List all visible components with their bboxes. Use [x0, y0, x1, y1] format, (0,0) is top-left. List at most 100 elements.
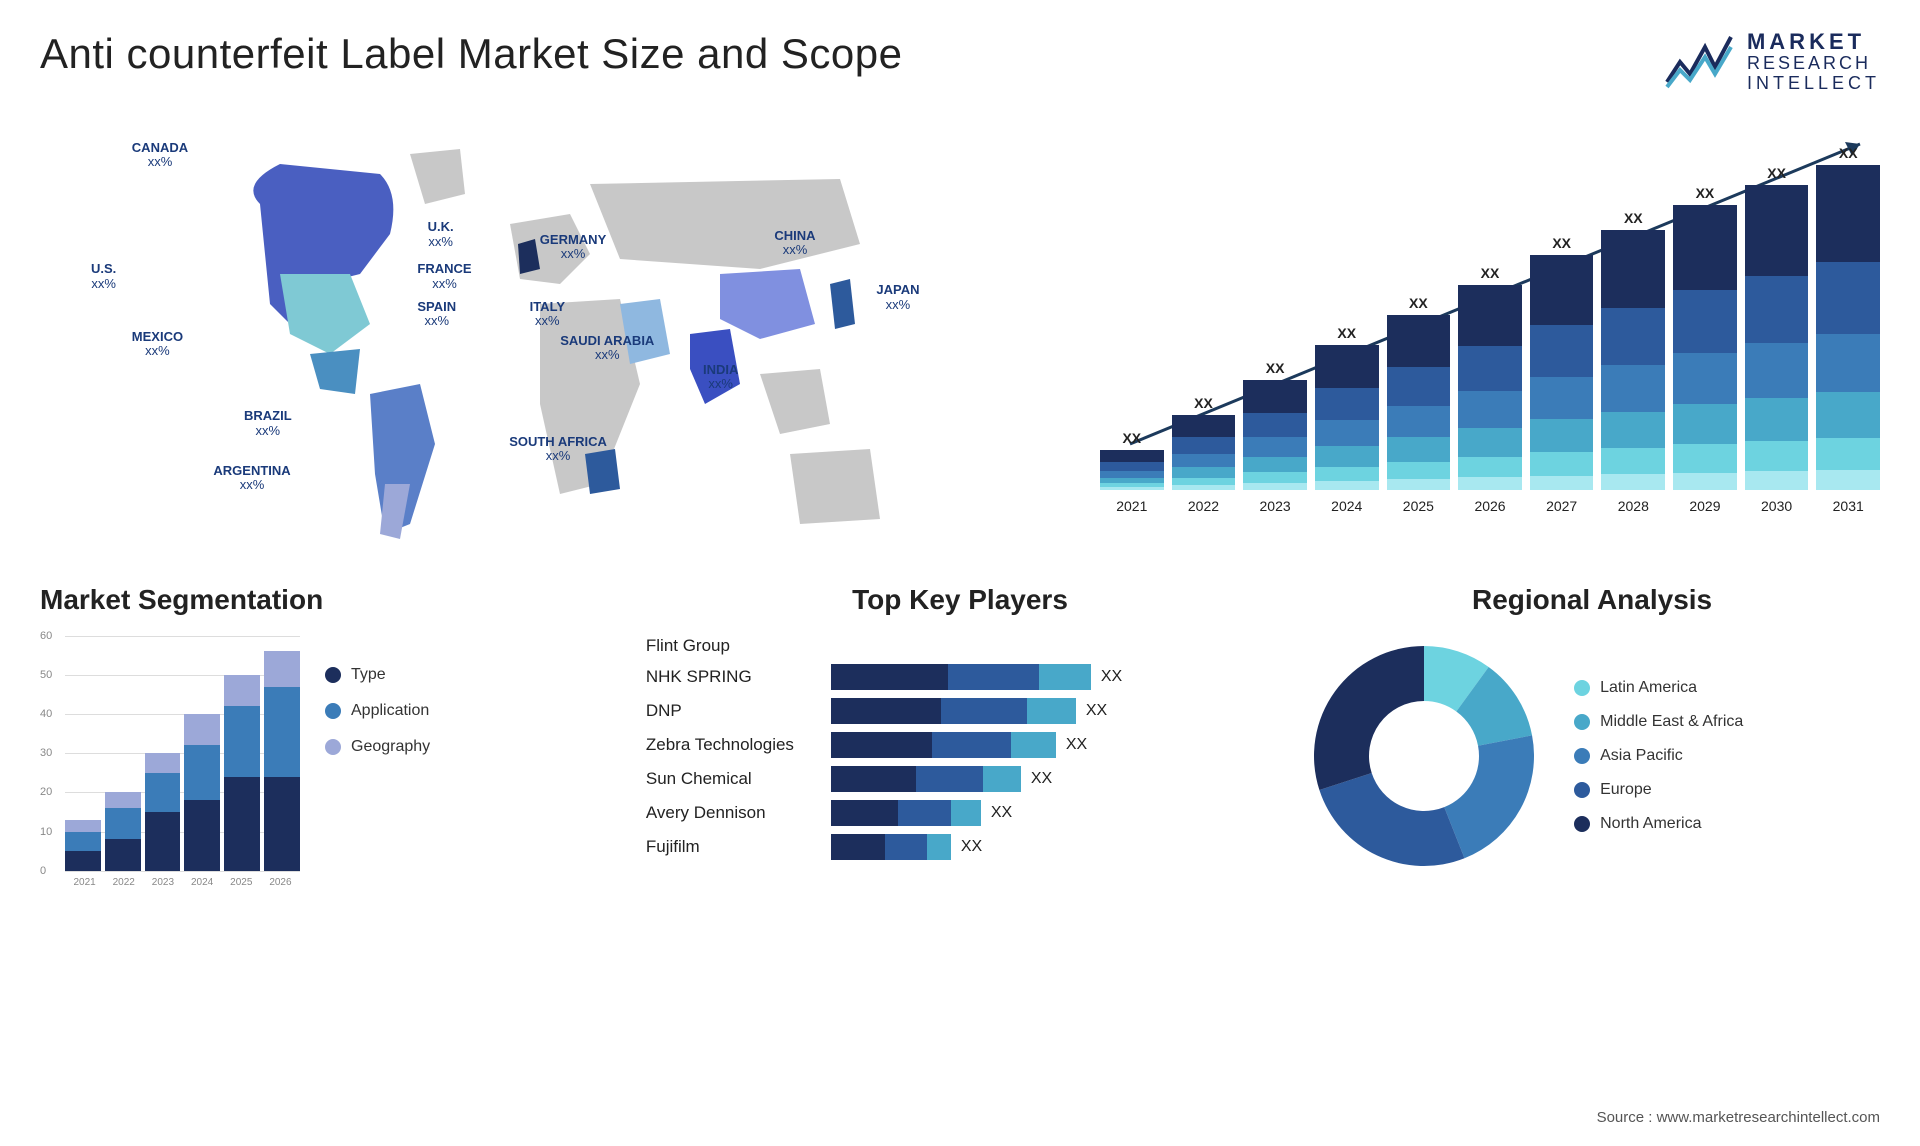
growth-year-label: 2028	[1618, 498, 1649, 514]
map-country-label: ITALYxx%	[530, 300, 565, 329]
world-map-panel: CANADAxx% U.S.xx% MEXICOxx% BRAZILxx% ARGENT…	[40, 124, 1060, 544]
key-player-value: XX	[991, 804, 1012, 822]
key-player-value: XX	[1086, 702, 1107, 720]
map-country-label: SOUTH AFRICAxx%	[509, 435, 607, 464]
growth-year-label: 2027	[1546, 498, 1577, 514]
segmentation-bar	[105, 636, 141, 871]
growth-year-label: 2023	[1260, 498, 1291, 514]
key-player-row: Zebra Technologies XX	[646, 732, 1274, 758]
legend-item: Latin America	[1574, 679, 1743, 697]
map-country-label: JAPANxx%	[876, 283, 919, 312]
legend-item: Middle East & Africa	[1574, 713, 1743, 731]
growth-bar-value: XX	[1266, 360, 1285, 376]
key-player-name: Flint Group	[646, 636, 816, 656]
growth-bar-value: XX	[1624, 210, 1643, 226]
growth-year-label: 2030	[1761, 498, 1792, 514]
legend-item: Europe	[1574, 781, 1743, 799]
map-country-label: BRAZILxx%	[244, 409, 292, 438]
growth-year-label: 2026	[1474, 498, 1505, 514]
growth-year-label: 2025	[1403, 498, 1434, 514]
growth-bar-value: XX	[1696, 185, 1715, 201]
map-country-label: MEXICOxx%	[132, 330, 183, 359]
map-country-label: U.K.xx%	[428, 220, 454, 249]
map-country-label: CHINAxx%	[774, 229, 815, 258]
map-country-label: CANADAxx%	[132, 141, 188, 170]
growth-year-label: 2031	[1833, 498, 1864, 514]
key-player-row: Flint Group	[646, 636, 1274, 656]
growth-year-label: 2029	[1689, 498, 1720, 514]
segmentation-bar	[184, 636, 220, 871]
growth-bar: XX2022	[1172, 395, 1236, 514]
key-players-list: Flint Group NHK SPRINGXX DNPXX Zebra Techno…	[646, 636, 1274, 860]
segmentation-title: Market Segmentation	[40, 584, 616, 616]
map-country-label: INDIAxx%	[703, 363, 738, 392]
key-player-value: XX	[1066, 736, 1087, 754]
growth-bar-value: XX	[1839, 145, 1858, 161]
growth-year-label: 2024	[1331, 498, 1362, 514]
growth-year-label: 2021	[1116, 498, 1147, 514]
key-player-value: XX	[961, 838, 982, 856]
key-player-row: DNPXX	[646, 698, 1274, 724]
map-country-label: ARGENTINAxx%	[213, 464, 290, 493]
key-player-row: Sun Chemical XX	[646, 766, 1274, 792]
growth-bar: XX 2029	[1673, 185, 1737, 514]
regional-donut	[1304, 636, 1544, 876]
segmentation-bar	[224, 636, 260, 871]
regional-panel: Regional Analysis Latin America Middle Ea…	[1304, 584, 1880, 896]
legend-item: Type	[325, 666, 430, 684]
growth-bar: XX 2021	[1100, 430, 1164, 514]
page-title: Anti counterfeit Label Market Size and S…	[40, 30, 903, 78]
growth-bar-value: XX	[1409, 295, 1428, 311]
donut-slice	[1314, 646, 1424, 790]
logo-text: MARKET RESEARCH INTELLECT	[1747, 30, 1880, 94]
growth-bar: XX 2026	[1458, 265, 1522, 514]
growth-year-label: 2022	[1188, 498, 1219, 514]
key-player-bar	[831, 766, 1021, 792]
key-player-value: XX	[1101, 668, 1122, 686]
growth-bar-value: XX	[1552, 235, 1571, 251]
regional-title: Regional Analysis	[1304, 584, 1880, 616]
key-players-title: Top Key Players	[646, 584, 1274, 616]
key-player-bar	[831, 800, 981, 826]
growth-bar: XX 2027	[1530, 235, 1594, 514]
map-country-label: U.S.xx%	[91, 262, 116, 291]
growth-bar: XX 2025	[1387, 295, 1451, 514]
map-country-label: SAUDI ARABIAxx%	[560, 334, 654, 363]
key-player-name: Avery Dennison	[646, 803, 816, 823]
legend-item: Geography	[325, 738, 430, 756]
growth-bar: XX 2028	[1601, 210, 1665, 514]
key-player-row: NHK SPRINGXX	[646, 664, 1274, 690]
growth-bars: XX2021XX2022XX2023XX2024XX2025XX2026XX20…	[1100, 174, 1880, 514]
source-attribution: Source : www.marketresearchintellect.com	[1597, 1109, 1880, 1126]
logo-icon	[1665, 32, 1735, 92]
donut-slice	[1319, 773, 1464, 866]
regional-legend: Latin America Middle East & Africa Asia Pa…	[1574, 679, 1743, 833]
segmentation-legend: TypeApplicationGeography	[325, 636, 430, 896]
bottom-row: Market Segmentation 01020304050602021202…	[40, 584, 1880, 896]
brand-logo: MARKET RESEARCH INTELLECT	[1665, 30, 1880, 94]
key-players-panel: Top Key Players Flint Group NHK SPRINGXX D…	[646, 584, 1274, 896]
key-player-row: Fujifilm XX	[646, 834, 1274, 860]
map-country-label: SPAINxx%	[417, 300, 456, 329]
map-country-label: FRANCExx%	[417, 262, 471, 291]
key-player-value: XX	[1031, 770, 1052, 788]
key-player-row: Avery Dennison XX	[646, 800, 1274, 826]
map-country-label: GERMANYxx%	[540, 233, 606, 262]
key-player-name: Fujifilm	[646, 837, 816, 857]
header: Anti counterfeit Label Market Size and S…	[40, 30, 1880, 94]
growth-bar: XX 2024	[1315, 325, 1379, 514]
growth-bar-value: XX	[1481, 265, 1500, 281]
growth-bar: XX 2031	[1816, 145, 1880, 514]
growth-chart-panel: XX2021XX2022XX2023XX2024XX2025XX2026XX20…	[1100, 124, 1880, 544]
legend-item: Asia Pacific	[1574, 747, 1743, 765]
growth-bar-value: XX	[1122, 430, 1141, 446]
growth-bar: XX2030	[1745, 165, 1809, 514]
key-player-name: Sun Chemical	[646, 769, 816, 789]
growth-bar-value: XX	[1337, 325, 1356, 341]
segmentation-bar	[264, 636, 300, 871]
key-player-bar	[831, 732, 1056, 758]
key-player-name: Zebra Technologies	[646, 735, 816, 755]
segmentation-chart: 0102030405060202120222023202420252026	[40, 636, 300, 896]
legend-item: North America	[1574, 815, 1743, 833]
key-player-bar	[831, 698, 1076, 724]
